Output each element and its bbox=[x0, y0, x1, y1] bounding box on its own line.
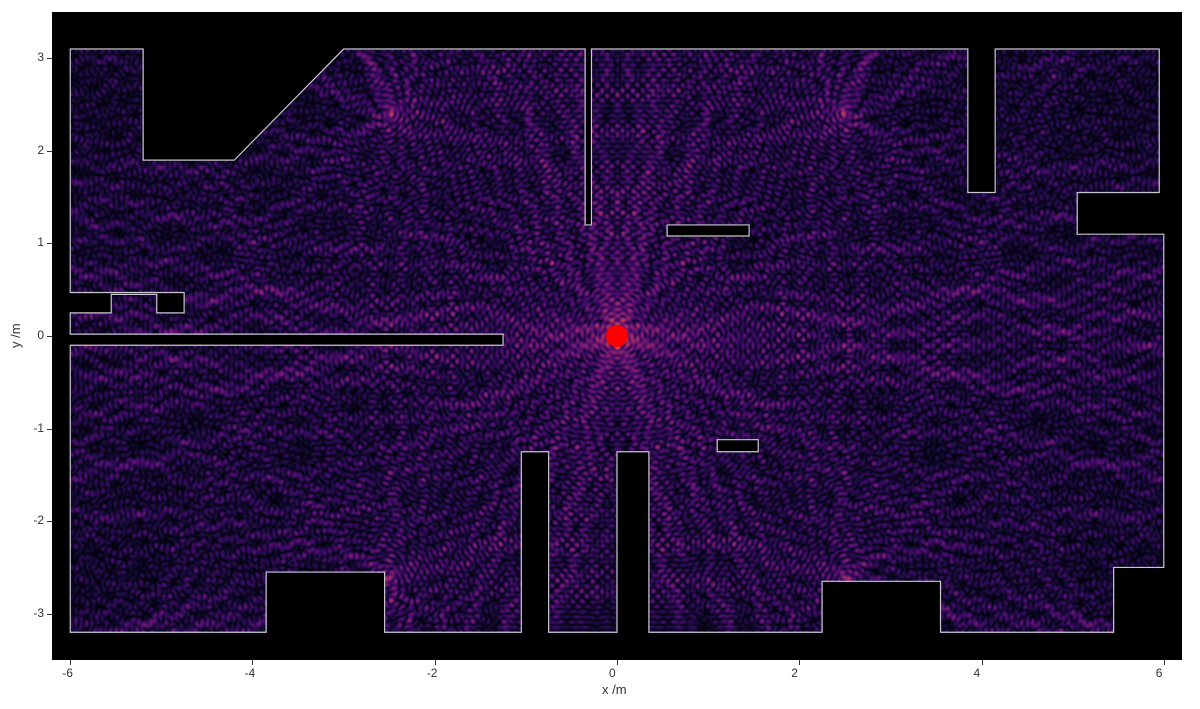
x-tick-label: 6 bbox=[1156, 666, 1163, 680]
figure: x /m y /m -6 -4 -2 0 2 4 6 -3 -2 -1 0 1 2 3 bbox=[0, 0, 1200, 709]
x-tick-label: 4 bbox=[974, 666, 981, 680]
x-tick bbox=[70, 660, 71, 665]
x-tick-label: -6 bbox=[62, 666, 73, 680]
floorplan-interior-wall bbox=[667, 225, 749, 236]
floorplan-interior-wall bbox=[717, 440, 758, 452]
y-tick bbox=[47, 151, 52, 152]
y-tick-label: -1 bbox=[33, 421, 44, 435]
y-tick-label: -2 bbox=[33, 513, 44, 527]
y-tick bbox=[47, 243, 52, 244]
y-tick-label: 2 bbox=[37, 143, 44, 157]
y-tick bbox=[47, 429, 52, 430]
x-tick bbox=[617, 660, 618, 665]
y-tick bbox=[47, 614, 52, 615]
y-tick bbox=[47, 521, 52, 522]
x-tick bbox=[252, 660, 253, 665]
x-tick-label: 2 bbox=[791, 666, 798, 680]
y-tick-label: 1 bbox=[37, 235, 44, 249]
y-tick bbox=[47, 58, 52, 59]
y-axis-label: y /m bbox=[8, 323, 23, 348]
x-tick bbox=[1164, 660, 1165, 665]
x-tick bbox=[435, 660, 436, 665]
y-tick-label: -3 bbox=[33, 606, 44, 620]
source-marker bbox=[606, 325, 628, 347]
x-tick bbox=[799, 660, 800, 665]
y-tick-label: 3 bbox=[37, 50, 44, 64]
y-tick-label: 0 bbox=[37, 328, 44, 342]
x-axis-label: x /m bbox=[602, 682, 627, 697]
plot-area bbox=[52, 12, 1182, 660]
x-tick-label: -4 bbox=[244, 666, 255, 680]
x-tick bbox=[982, 660, 983, 665]
x-tick-label: 0 bbox=[609, 666, 616, 680]
x-tick-label: -2 bbox=[427, 666, 438, 680]
y-tick bbox=[47, 336, 52, 337]
floorplan-overlay bbox=[52, 12, 1182, 660]
